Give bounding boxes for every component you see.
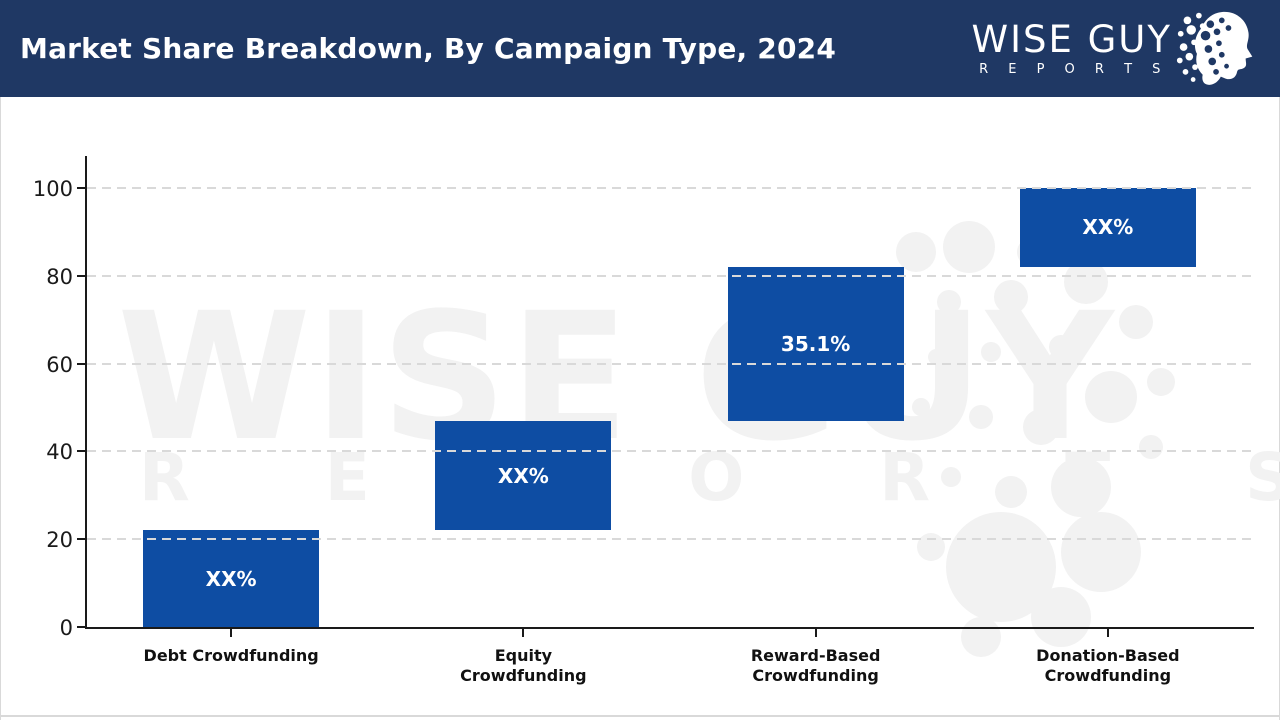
- watermark-dot: [961, 617, 1001, 657]
- page-title: Market Share Breakdown, By Campaign Type…: [20, 32, 837, 65]
- bar-reward-based-crowdfunding: [727, 266, 904, 421]
- x-tick-donation-based-crowdfunding: [1106, 629, 1109, 637]
- watermark-dot: [917, 533, 945, 561]
- logo-face-icon: [1176, 11, 1253, 85]
- y-tick-60: [77, 362, 85, 365]
- bar-value-label: 35.1%: [780, 331, 851, 356]
- watermark-dot: [1119, 305, 1153, 339]
- bar-value-label: XX%: [205, 566, 257, 591]
- gridline-20: [87, 538, 1254, 541]
- watermark-dot: [995, 476, 1027, 508]
- bar-donation-based-crowdfunding: [1019, 188, 1196, 267]
- x-tick-reward-based-crowdfunding: [814, 629, 817, 637]
- x-tick-equity-crowdfunding: [522, 629, 525, 637]
- gridline-100: [87, 187, 1254, 189]
- x-tick-debt-crowdfunding: [230, 629, 233, 637]
- watermark-dot: [1031, 587, 1091, 647]
- y-tick-label-40: 40: [46, 440, 73, 465]
- y-tick-label-100: 100: [32, 177, 73, 201]
- gridline-60: [87, 362, 1254, 365]
- bar-value-label: XX%: [1082, 215, 1134, 240]
- bar-equity-crowdfunding: [435, 420, 612, 531]
- watermark-dot: [1147, 368, 1175, 396]
- watermark-dot: [969, 405, 993, 429]
- watermark-dot: [1061, 512, 1141, 592]
- y-tick-40: [77, 450, 85, 453]
- x-tick-label-debt-crowdfunding: Debt Crowdfunding: [143, 646, 319, 665]
- watermark-dot: [1051, 457, 1111, 517]
- y-tick-0: [77, 626, 85, 628]
- watermark-dot: [943, 221, 995, 273]
- logo-subtitle: R E P O R T S: [979, 61, 1169, 77]
- y-tick-label-20: 20: [46, 528, 73, 553]
- watermark-dot: [1049, 335, 1073, 359]
- watermark-dot: [941, 467, 961, 487]
- logo-text: WISE GUY R E P O R T S: [971, 17, 1172, 78]
- bar-value-label: XX%: [497, 463, 549, 488]
- watermark-dot: [994, 280, 1028, 314]
- watermark-dot: [1064, 260, 1108, 304]
- watermark-dot: [928, 349, 944, 365]
- gridline-40: [87, 450, 1254, 453]
- watermark-dot: [937, 290, 961, 314]
- x-tick-label-donation-based-crowdfunding: Donation-Based Crowdfunding: [1036, 646, 1180, 685]
- watermark-dot: [1139, 435, 1163, 459]
- gridline-80: [87, 274, 1254, 277]
- y-axis-line: [85, 156, 87, 629]
- x-tick-label-equity-crowdfunding: Equity Crowdfunding: [460, 646, 587, 685]
- y-tick-100: [77, 187, 85, 189]
- header-bar: Market Share Breakdown, By Campaign Type…: [0, 0, 1280, 97]
- logo-wordmark: WISE GUY: [971, 17, 1172, 61]
- watermark-dot: [896, 232, 936, 272]
- wise-guy-logo: WISE GUY R E P O R T S: [972, 7, 1260, 91]
- x-tick-label-reward-based-crowdfunding: Reward-Based Crowdfunding: [750, 646, 881, 685]
- y-tick-label-60: 60: [46, 352, 73, 377]
- watermark-dot: [1023, 409, 1059, 445]
- y-tick-label-80: 80: [46, 264, 73, 289]
- watermark-dot: [912, 398, 930, 416]
- y-tick-80: [77, 274, 85, 277]
- bar-debt-crowdfunding: [143, 530, 320, 627]
- watermark-dot: [981, 342, 1001, 362]
- y-tick-label-0: 0: [59, 616, 73, 640]
- watermark-dot: [1085, 371, 1137, 423]
- chart-canvas: WISE GUY R E P O R T S XX% XX% 35.1% XX% 0 20…: [0, 97, 1280, 720]
- y-tick-20: [77, 538, 85, 541]
- x-axis-line: [85, 627, 1254, 629]
- bottom-divider: [1, 715, 1280, 717]
